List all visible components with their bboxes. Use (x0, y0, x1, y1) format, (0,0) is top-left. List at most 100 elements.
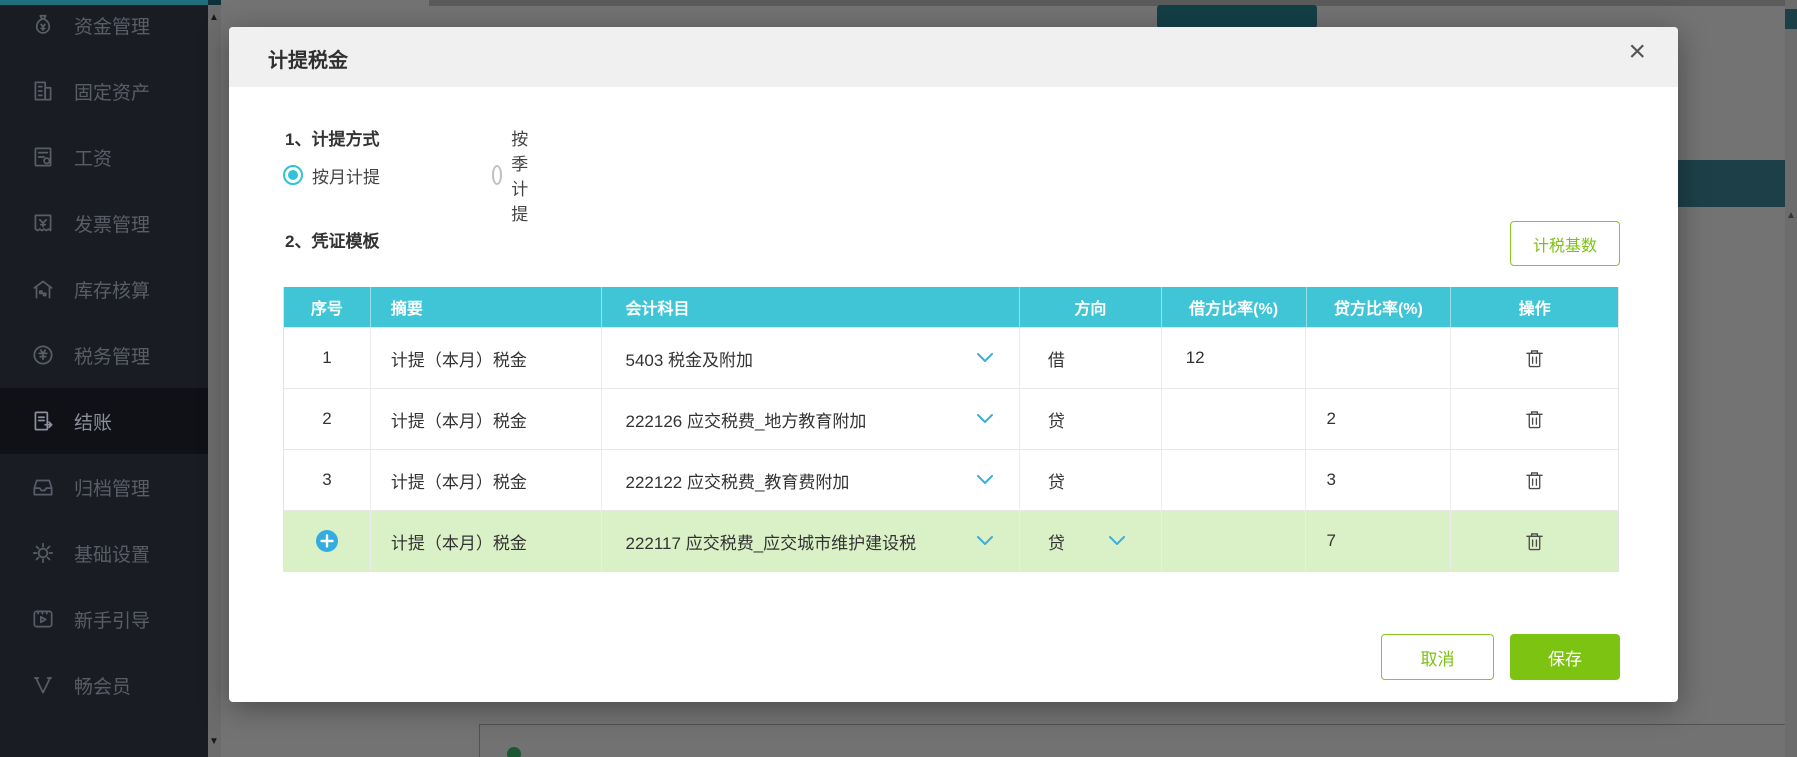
member-v-icon (34, 677, 52, 694)
sidebar-item-label: 工资 (74, 148, 113, 170)
sidebar-item-member[interactable]: 畅会员 (0, 652, 208, 718)
radio-selected-icon (283, 165, 303, 185)
sidebar-item-label: 库存核算 (74, 280, 151, 302)
sidebar-item-label: 基础设置 (74, 544, 151, 566)
row-credit-rate[interactable]: 3 (1306, 450, 1452, 510)
accrual-method-options: 按月计提 按季计提 (283, 130, 528, 224)
money-bag-icon (35, 14, 51, 34)
row-direction: 贷 (1020, 450, 1162, 510)
salary-sheet-icon (34, 147, 52, 167)
top-teal-strip (0, 0, 221, 5)
table-row: 1 计提（本月）税金 5403 税金及附加 借 12 (284, 327, 1618, 388)
row-credit-rate[interactable]: 2 (1306, 389, 1452, 449)
sidebar-item-label: 新手引导 (74, 610, 151, 632)
delete-row-icon[interactable] (1525, 470, 1544, 491)
header-account: 会计科目 (602, 287, 1020, 327)
add-row-icon[interactable] (314, 528, 340, 554)
sidebar-item-label: 归档管理 (74, 478, 151, 500)
direction-select[interactable]: 贷 (1020, 511, 1162, 571)
table-row-highlighted: 计提（本月）税金 222117 应交税费_应交城市维护建设税 贷 7 (284, 510, 1618, 571)
row-credit-rate[interactable]: 7 (1306, 511, 1452, 571)
delete-row-icon[interactable] (1525, 348, 1544, 369)
sidebar-item-closing[interactable]: 结账 (0, 388, 208, 454)
row-debit-rate[interactable] (1162, 450, 1307, 510)
cancel-button[interactable]: 取消 (1381, 634, 1494, 680)
account-select[interactable]: 222117 应交税费_应交城市维护建设税 (602, 511, 1020, 571)
chevron-down-icon[interactable] (1108, 536, 1125, 546)
close-icon[interactable]: × (1628, 35, 1646, 68)
closing-book-icon (34, 411, 53, 431)
gear-icon (32, 542, 54, 564)
sidebar-item-tax[interactable]: 税务管理 (0, 322, 208, 388)
tax-base-button[interactable]: 计税基数 (1510, 221, 1620, 266)
sidebar-item-label: 结账 (74, 412, 113, 434)
account-select[interactable]: 5403 税金及附加 (602, 328, 1020, 388)
sidebar-item-archive[interactable]: 归档管理 (0, 454, 208, 520)
sidebar-item-salary[interactable]: 工资 (0, 124, 208, 190)
header-summary: 摘要 (371, 287, 602, 327)
sidebar-item-label: 畅会员 (74, 676, 132, 698)
radio-monthly[interactable]: 按月计提 (283, 163, 380, 188)
chevron-down-icon[interactable] (976, 353, 993, 363)
voucher-template-label: 2、凭证模板 (285, 232, 380, 251)
sidebar: 资金管理 固定资产 工资 发票管理 库存核算 税务管理 结账 归 (0, 5, 208, 757)
chevron-down-icon[interactable] (976, 536, 993, 546)
table-header-row: 序号 摘要 会计科目 方向 借方比率(%) 贷方比率(%) 操作 (284, 287, 1618, 327)
radio-unselected-icon (492, 165, 503, 185)
row-summary: 计提（本月）税金 (371, 450, 602, 510)
row-credit-rate[interactable] (1306, 328, 1452, 388)
row-direction: 借 (1020, 328, 1162, 388)
sidebar-item-guide[interactable]: 新手引导 (0, 586, 208, 652)
voucher-template-table: 序号 摘要 会计科目 方向 借方比率(%) 贷方比率(%) 操作 1 计提（本月… (283, 287, 1619, 572)
row-summary: 计提（本月）税金 (371, 328, 602, 388)
accrue-tax-modal: 计提税金 × 1、计提方式 按月计提 按季计提 2、凭证模板 计税基数 序号 摘… (229, 27, 1678, 702)
sidebar-item-label: 税务管理 (74, 346, 151, 368)
header-actions: 操作 (1518, 301, 1551, 318)
chevron-down-icon[interactable] (976, 414, 993, 424)
archive-box-icon (33, 479, 53, 496)
sidebar-item-inventory[interactable]: 库存核算 (0, 256, 208, 322)
warehouse-icon (33, 280, 53, 299)
sidebar-item-label: 固定资产 (74, 82, 151, 104)
sidebar-item-label: 发票管理 (74, 214, 151, 236)
header-debit-rate: 借方比率(%) (1162, 287, 1307, 327)
accrual-method-label: 1、计提方式 (285, 130, 380, 149)
row-summary: 计提（本月）税金 (371, 511, 602, 571)
chevron-down-icon[interactable] (976, 475, 993, 485)
delete-row-icon[interactable] (1525, 531, 1544, 552)
row-debit-rate[interactable] (1162, 389, 1307, 449)
tax-stamp-icon (33, 345, 53, 365)
header-direction: 方向 (1020, 287, 1162, 327)
account-select[interactable]: 222122 应交税费_教育费附加 (602, 450, 1020, 510)
modal-header: 计提税金 × (229, 27, 1678, 87)
radio-quarterly-label: 按季计提 (511, 130, 529, 224)
row-no: 2 (284, 389, 371, 449)
account-value: 5403 税金及附加 (625, 350, 754, 370)
row-summary: 计提（本月）税金 (371, 389, 602, 449)
row-actions (1451, 511, 1618, 571)
row-no: 3 (284, 450, 371, 510)
row-actions (1451, 450, 1618, 510)
radio-monthly-label: 按月计提 (312, 167, 380, 187)
sidebar-item-fixed-assets[interactable]: 固定资产 (0, 58, 208, 124)
row-direction: 贷 (1020, 389, 1162, 449)
building-icon (34, 81, 52, 101)
sidebar-item-invoices[interactable]: 发票管理 (0, 190, 208, 256)
row-actions (1451, 389, 1618, 449)
row-no: 1 (284, 328, 371, 388)
account-value: 222117 应交税费_应交城市维护建设税 (625, 533, 917, 553)
sidebar-item-settings[interactable]: 基础设置 (0, 520, 208, 586)
header-no: 序号 (284, 287, 371, 327)
save-button[interactable]: 保存 (1510, 634, 1620, 680)
table-row: 3 计提（本月）税金 222122 应交税费_教育费附加 贷 3 (284, 449, 1618, 510)
account-select[interactable]: 222126 应交税费_地方教育附加 (602, 389, 1020, 449)
radio-quarterly[interactable]: 按季计提 (492, 125, 538, 225)
tutorial-video-icon (33, 610, 53, 628)
row-debit-rate[interactable] (1162, 511, 1307, 571)
delete-row-icon[interactable] (1525, 409, 1544, 430)
sidebar-item-funds[interactable]: 资金管理 (0, 5, 208, 58)
row-debit-rate[interactable]: 12 (1162, 328, 1307, 388)
row-actions (1451, 328, 1618, 388)
header-credit-rate: 贷方比率(%) (1307, 287, 1452, 327)
